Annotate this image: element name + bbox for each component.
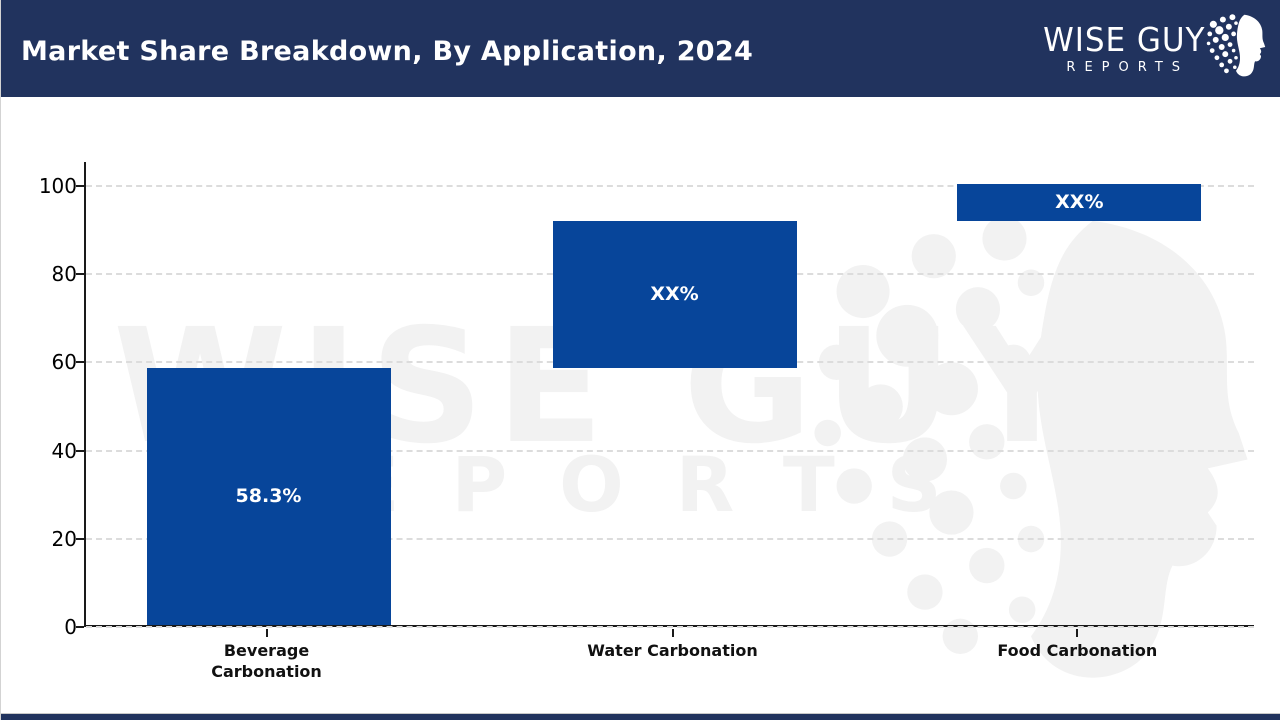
category-label-line: Beverage bbox=[223, 641, 310, 660]
brand-name: WISE GUY bbox=[1043, 19, 1206, 59]
bar-water-carbonation: XX% bbox=[552, 220, 797, 368]
category-label-2: Food Carbonation bbox=[997, 640, 1157, 661]
plot: 58.3% XX% XX% bbox=[84, 162, 1254, 628]
y-tick-mark-20 bbox=[76, 537, 84, 540]
y-tick-mark-100 bbox=[76, 185, 84, 187]
x-tick-mark-1 bbox=[671, 629, 674, 637]
x-tick-mark-2 bbox=[1076, 629, 1079, 637]
category-label-1: Water Carbonation bbox=[587, 640, 757, 661]
y-tick-label-0: 0 bbox=[64, 615, 77, 639]
y-tick-label-60: 60 bbox=[51, 350, 77, 375]
bar-value-label: 58.3% bbox=[235, 485, 302, 508]
gridline-20 bbox=[86, 537, 1254, 540]
bar-value-label: XX% bbox=[650, 283, 699, 306]
y-tick-mark-80 bbox=[76, 273, 84, 276]
footer-bar bbox=[1, 713, 1280, 720]
bar-beverage-carbonation: 58.3% bbox=[146, 367, 391, 625]
header: Market Share Breakdown, By Application, … bbox=[1, 0, 1280, 97]
y-tick-label-20: 20 bbox=[51, 526, 77, 551]
brand-logo-text: WISE GUY REPORTS bbox=[1038, 20, 1211, 75]
gridline-40 bbox=[86, 449, 1254, 452]
gridline-0 bbox=[86, 626, 1254, 628]
brand-subname: REPORTS bbox=[1066, 59, 1190, 75]
page-title: Market Share Breakdown, By Application, … bbox=[21, 36, 754, 67]
y-tick-mark-60 bbox=[76, 361, 84, 364]
gridline-100 bbox=[86, 185, 1254, 187]
bar-food-carbonation: XX% bbox=[957, 184, 1202, 221]
category-label-0: Beverage Carbonation bbox=[211, 640, 322, 682]
y-tick-label-100: 100 bbox=[38, 174, 77, 198]
wise-guy-head-icon bbox=[1206, 14, 1266, 77]
y-tick-mark-0 bbox=[76, 626, 84, 628]
brand-logo: WISE GUY REPORTS bbox=[1038, 8, 1267, 86]
x-tick-mark-0 bbox=[265, 629, 268, 637]
y-tick-label-40: 40 bbox=[51, 438, 77, 463]
y-tick-mark-40 bbox=[76, 449, 84, 452]
category-label-line: Carbonation bbox=[211, 662, 322, 681]
chart-area: WISE GUY REPORTS 58.3% XX% XX% 0 20 40 60 80 10… bbox=[1, 97, 1280, 713]
y-tick-label-80: 80 bbox=[51, 262, 77, 287]
category-label-line: Food Carbonation bbox=[997, 641, 1158, 660]
category-label-line: Water Carbonation bbox=[587, 641, 758, 660]
bar-value-label: XX% bbox=[1055, 191, 1104, 214]
